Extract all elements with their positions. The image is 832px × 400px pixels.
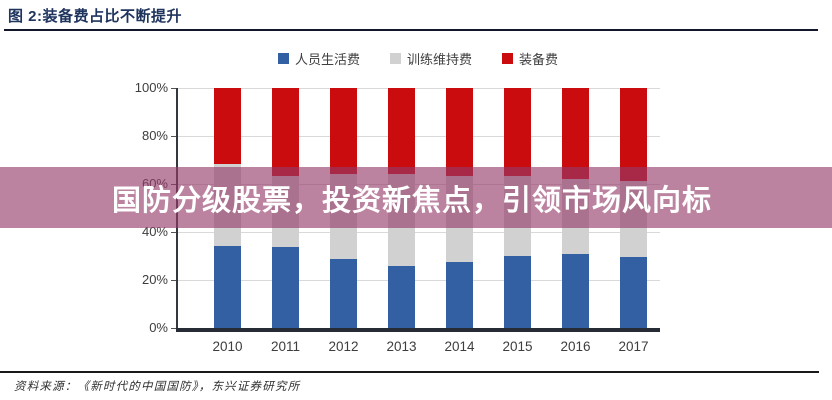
y-axis-tick bbox=[171, 280, 176, 281]
headline-text: 国防分级股票，投资新焦点，引领市场风向标 bbox=[112, 184, 713, 217]
bar-segment bbox=[388, 266, 415, 328]
y-axis-tick bbox=[171, 136, 176, 137]
legend-label: 训练维持费 bbox=[406, 52, 472, 67]
chart-title: 图 2:装备费占比不断提升 bbox=[8, 8, 183, 25]
bar-segment bbox=[214, 88, 241, 164]
legend-swatch-icon bbox=[502, 53, 513, 64]
bar-segment bbox=[562, 88, 589, 179]
gridline bbox=[178, 88, 660, 89]
x-axis-tick-label: 2012 bbox=[328, 339, 359, 354]
plot-area bbox=[176, 88, 660, 332]
bar-segment bbox=[446, 88, 473, 176]
y-axis-tick bbox=[171, 232, 176, 233]
bar-segment bbox=[388, 88, 415, 174]
gridline bbox=[178, 232, 660, 233]
y-axis-tick-label: 20% bbox=[141, 272, 168, 287]
footer-divider bbox=[0, 371, 819, 373]
x-axis-tick-label: 2015 bbox=[502, 339, 533, 354]
x-axis-tick-label: 2011 bbox=[270, 339, 301, 354]
bar-segment bbox=[214, 246, 241, 328]
bar-segment bbox=[620, 256, 647, 328]
legend-item: 人员生活费 bbox=[277, 49, 360, 68]
gridline bbox=[178, 136, 660, 137]
stacked-bar-2014 bbox=[446, 88, 473, 328]
headline-banner: 国防分级股票，投资新焦点，引领市场风向标 bbox=[0, 167, 832, 228]
y-axis-tick-label: 80% bbox=[141, 128, 168, 143]
bar-segment bbox=[330, 259, 357, 328]
legend-item: 装备费 bbox=[502, 49, 558, 68]
legend-label: 装备费 bbox=[519, 52, 559, 67]
header-divider bbox=[4, 29, 818, 31]
bar-segment bbox=[272, 88, 299, 176]
gridline bbox=[178, 280, 660, 281]
y-axis-tick-label: 0% bbox=[149, 320, 168, 335]
x-axis-tick-label: 2017 bbox=[618, 339, 649, 354]
legend-label: 人员生活费 bbox=[294, 52, 360, 67]
x-axis-line bbox=[176, 328, 660, 332]
x-axis-tick-label: 2016 bbox=[560, 339, 591, 354]
x-axis-tick-label: 2010 bbox=[212, 339, 243, 354]
bar-segment bbox=[330, 88, 357, 175]
bar-segment bbox=[504, 255, 531, 328]
legend-swatch-icon bbox=[277, 53, 289, 64]
bar-segment bbox=[562, 254, 589, 328]
source-note: 资料来源：《新时代的中国国防》，东兴证券研究所 bbox=[14, 379, 301, 393]
legend-item: 训练维持费 bbox=[389, 49, 472, 68]
y-axis-tick bbox=[171, 88, 176, 89]
bar-segment bbox=[272, 247, 299, 328]
chart-legend: 人员生活费 训练维持费 装备费 bbox=[176, 49, 660, 68]
legend-swatch-icon bbox=[389, 53, 401, 64]
x-axis-tick-label: 2013 bbox=[386, 339, 417, 354]
x-axis-tick-label: 2014 bbox=[444, 339, 475, 354]
bar-segment bbox=[620, 88, 647, 181]
bar-segment bbox=[504, 88, 531, 177]
y-axis-tick-label: 100% bbox=[134, 80, 168, 95]
bar-segment bbox=[446, 262, 473, 328]
y-axis-tick bbox=[171, 328, 176, 329]
